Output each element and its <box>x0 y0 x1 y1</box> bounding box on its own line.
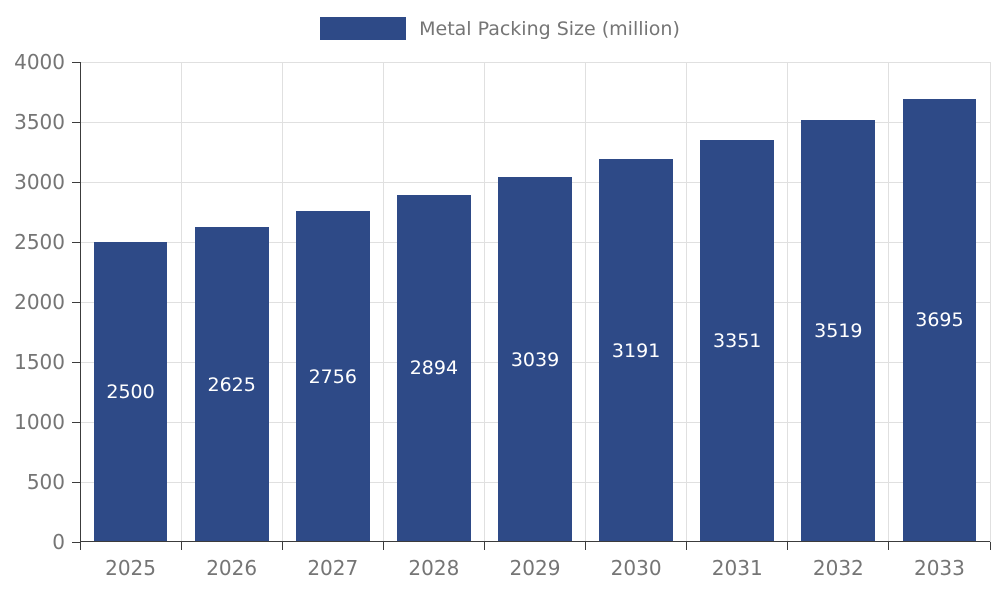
bar <box>700 139 775 542</box>
gridline-horizontal <box>80 121 990 123</box>
chart-legend: Metal Packing Size (million) <box>0 17 1000 40</box>
bar <box>93 242 168 542</box>
gridline-vertical <box>888 62 890 542</box>
bar <box>902 98 977 542</box>
y-axis-line <box>80 62 81 542</box>
y-axis-tick-label: 1000 <box>14 410 65 434</box>
bar-value-label: 3519 <box>814 319 863 342</box>
gridline-vertical <box>585 62 587 542</box>
x-tick-mark <box>180 542 182 550</box>
x-axis-line <box>80 541 990 542</box>
x-axis-tick-label: 2032 <box>812 556 864 580</box>
y-axis-tick-label: 1500 <box>14 350 65 374</box>
x-axis-tick-label: 2033 <box>913 556 965 580</box>
gridline-vertical <box>989 62 991 542</box>
x-tick-mark <box>382 542 384 550</box>
y-axis-tick-label: 500 <box>26 470 65 494</box>
x-tick-mark <box>888 542 890 550</box>
bar <box>498 177 572 542</box>
y-axis-tick-label: 4000 <box>14 50 65 74</box>
x-axis-tick-label: 2026 <box>206 556 258 580</box>
y-axis-tick-label: 2500 <box>14 230 65 254</box>
y-tick-mark <box>72 541 80 543</box>
x-tick-mark <box>79 542 81 550</box>
y-tick-mark <box>72 361 80 363</box>
y-tick-mark <box>72 241 80 243</box>
bar-value-label: 2500 <box>106 381 155 403</box>
x-tick-mark <box>989 542 991 550</box>
x-axis-tick-label: 2028 <box>408 556 460 580</box>
legend-label: Metal Packing Size (million) <box>419 17 680 40</box>
y-axis-tick-label: 3500 <box>14 110 65 134</box>
x-tick-mark <box>483 542 485 550</box>
gridline-vertical <box>382 62 384 542</box>
bar-value-label: 3695 <box>915 309 964 332</box>
legend-swatch <box>320 17 407 40</box>
x-axis-tick-label: 2029 <box>509 556 561 580</box>
bar <box>194 227 269 542</box>
x-tick-mark <box>787 542 789 550</box>
gridline-vertical <box>787 62 789 542</box>
y-tick-mark <box>72 61 80 63</box>
bar-value-label: 3191 <box>611 339 661 362</box>
y-axis-tick-label: 2000 <box>14 290 65 314</box>
y-axis-tick-label: 0 <box>52 530 65 554</box>
x-axis-tick-label: 2027 <box>307 556 359 580</box>
bar-value-label: 2894 <box>409 357 459 380</box>
gridline-vertical <box>686 62 688 542</box>
y-tick-mark <box>72 301 80 303</box>
y-tick-mark <box>72 481 80 483</box>
gridline-vertical <box>180 62 182 542</box>
bar <box>295 211 370 542</box>
x-tick-mark <box>686 542 688 550</box>
x-axis-tick-label: 2025 <box>105 556 156 580</box>
x-axis-tick-label: 2030 <box>610 556 662 580</box>
x-tick-mark <box>281 542 283 550</box>
gridline-horizontal <box>80 61 990 63</box>
x-axis-tick-label: 2031 <box>711 556 763 580</box>
bar-value-label: 3351 <box>713 329 762 352</box>
y-tick-mark <box>72 181 80 183</box>
bar-value-label: 2625 <box>207 373 256 396</box>
bar-value-label: 3039 <box>510 348 560 371</box>
plot-area: 0 500 1000 1500 2000 2500 3000 3500 4000 2500 2025… <box>14 50 991 580</box>
y-tick-mark <box>72 421 80 423</box>
bar-value-label: 2756 <box>308 365 357 388</box>
bar <box>396 194 471 542</box>
gridline-vertical <box>483 62 485 542</box>
y-tick-mark <box>72 121 80 123</box>
gridline-vertical <box>281 62 283 542</box>
x-tick-mark <box>585 542 587 550</box>
bar <box>801 119 876 542</box>
bar <box>599 159 673 542</box>
y-axis-tick-label: 3000 <box>14 170 65 194</box>
